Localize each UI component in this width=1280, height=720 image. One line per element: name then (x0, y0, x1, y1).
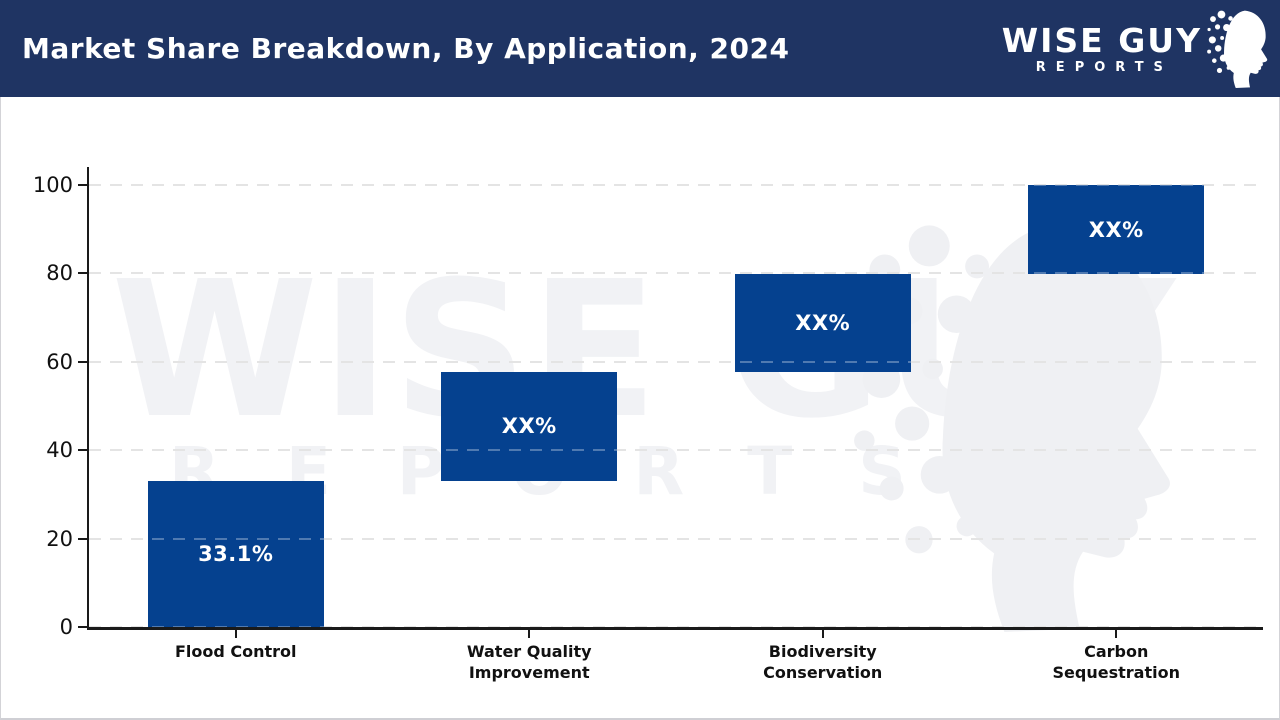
gridline (89, 360, 1263, 363)
x-category-label: Flood Control (174, 642, 297, 661)
y-tick (78, 626, 87, 628)
y-tick (78, 360, 87, 363)
bar-value-label: XX% (501, 414, 557, 439)
wise-guy-face-icon (1207, 10, 1268, 88)
bar-segment: 33.1% (147, 480, 324, 627)
y-axis (87, 167, 89, 629)
bar-value-label: 33.1% (198, 541, 274, 566)
y-tick (78, 184, 87, 186)
gridline-overlay (89, 184, 1263, 186)
bar-segment: XX% (734, 274, 911, 372)
gridline-overlay (89, 272, 1263, 275)
y-tick-label: 80 (46, 261, 73, 286)
brand-text: WISE GUY REPORTS (1001, 20, 1202, 75)
header-bar: Market Share Breakdown, By Application, … (0, 0, 1280, 97)
x-tick (1115, 629, 1118, 638)
bar-value-label: XX% (795, 311, 851, 336)
brand-logo: WISE GUY REPORTS (1002, 6, 1272, 92)
gridline (89, 272, 1263, 275)
x-axis (87, 627, 1263, 630)
x-category-label: Water Quality Improvement (466, 642, 592, 682)
chart-canvas: WISE GUY REPORTS 02040608010033.1%Flood … (0, 97, 1280, 720)
bar-value-label: XX% (1088, 217, 1144, 242)
bar-segment: XX% (1028, 185, 1205, 275)
bar-segment: XX% (441, 371, 618, 481)
y-tick-label: 0 (59, 615, 73, 639)
gridline-overlay (89, 537, 1263, 540)
plot-area: 0 20 40 60 80 100 33.1% Flood Control XX% Water Q… (33, 167, 1263, 682)
x-category-label: Carbon Sequestration (1052, 642, 1180, 682)
x-tick (821, 629, 824, 638)
gridline (89, 537, 1263, 540)
x-category-label: Biodiversity Conservation (763, 642, 883, 682)
y-tick (78, 537, 87, 540)
gridline (89, 184, 1263, 186)
y-tick (78, 272, 87, 275)
y-tick-label: 20 (46, 526, 73, 551)
brand-name: WISE GUY (1001, 20, 1202, 60)
y-tick-label: 100 (32, 173, 73, 197)
gridline-overlay (89, 449, 1263, 452)
y-tick-label: 60 (46, 349, 73, 374)
gridline (89, 449, 1263, 452)
page-title: Market Share Breakdown, By Application, … (22, 32, 790, 65)
gridline-overlay (89, 360, 1263, 363)
x-tick (234, 629, 237, 638)
x-tick (528, 629, 531, 638)
brand-tagline: REPORTS (1035, 59, 1173, 75)
y-tick-label: 40 (46, 438, 73, 463)
y-tick (78, 449, 87, 452)
